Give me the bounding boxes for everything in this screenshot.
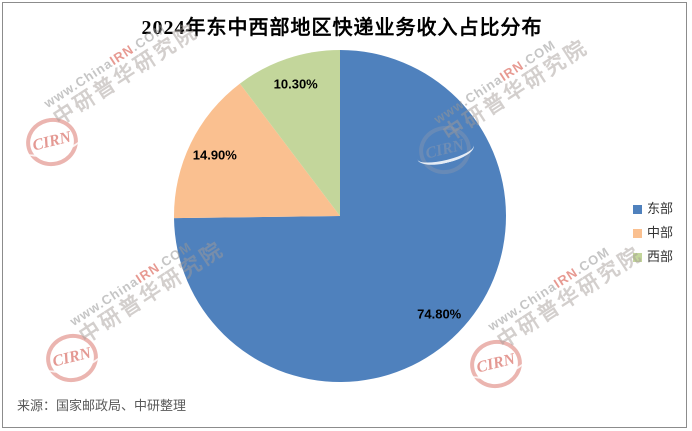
pie-slice-0[interactable] xyxy=(174,50,506,383)
chart-title: 2024年东中西部地区快递业务收入占比分布 xyxy=(141,17,543,39)
pie-data-label-0: 74.80% xyxy=(417,307,462,322)
legend-item-west[interactable]: 西部 xyxy=(633,250,673,264)
pie-slice-2[interactable] xyxy=(239,50,340,216)
pie-data-label-1: 14.90% xyxy=(193,147,238,162)
chart-legend: 东部 中部 西部 xyxy=(633,202,673,264)
legend-swatch-east xyxy=(633,204,642,214)
legend-label-west: 西部 xyxy=(647,249,674,264)
legend-swatch-central xyxy=(633,228,642,238)
legend-item-east[interactable]: 东部 xyxy=(633,202,673,216)
pie-data-label-2: 10.30% xyxy=(274,76,319,91)
legend-item-central[interactable]: 中部 xyxy=(633,226,673,240)
legend-label-central: 中部 xyxy=(647,225,674,240)
data-source-note: 来源：国家邮政局、中研整理 xyxy=(17,398,187,413)
pie-slice-1[interactable] xyxy=(173,83,340,219)
legend-label-east: 东部 xyxy=(647,201,674,216)
legend-swatch-west xyxy=(633,252,642,262)
